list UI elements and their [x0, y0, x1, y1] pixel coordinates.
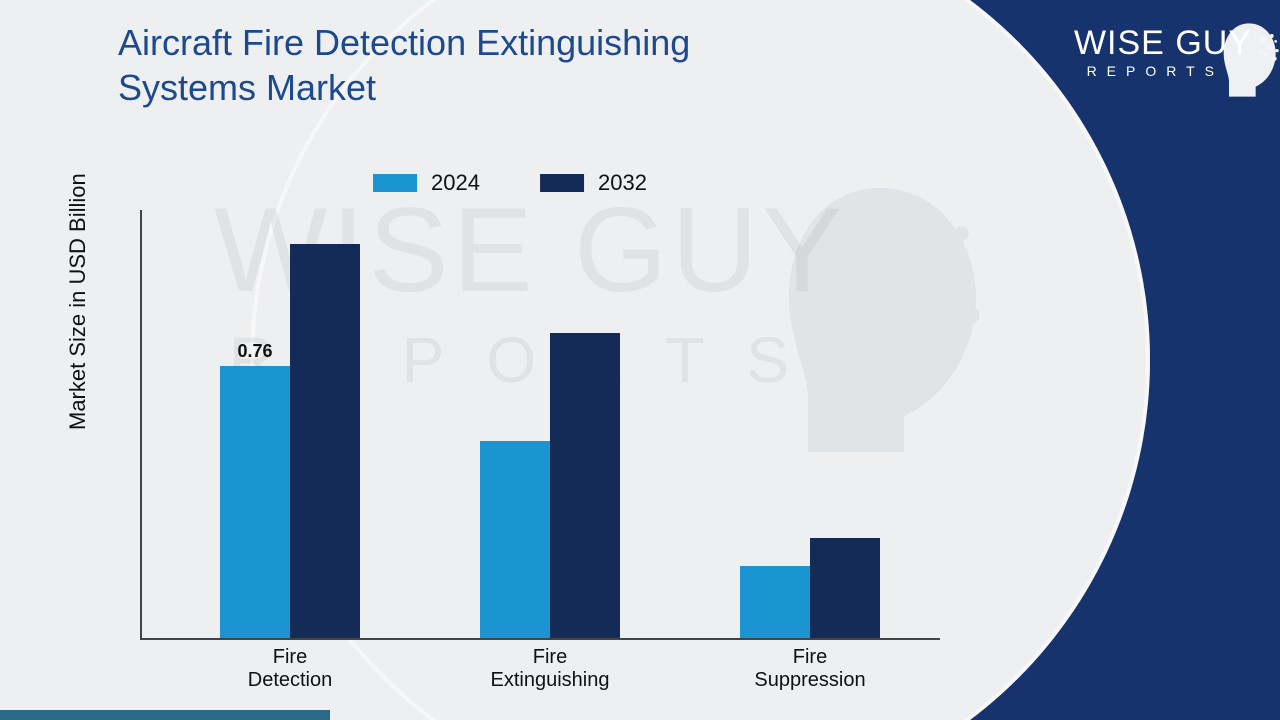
bar-value-label: 0.76: [220, 341, 290, 362]
legend-label-2024: 2024: [431, 170, 480, 196]
brand-word-1: WISE: [1074, 24, 1165, 62]
y-axis-label: Market Size in USD Billion: [65, 173, 91, 430]
legend-swatch-2032: [540, 174, 584, 192]
bar: [480, 441, 550, 638]
y-axis: [140, 210, 142, 640]
bar-group: Fire Suppression: [720, 210, 900, 640]
brand-head-icon: [1214, 20, 1280, 100]
bar-group: 0.76Fire Detection: [200, 210, 380, 640]
bar: [550, 333, 620, 638]
legend-item-2032: 2032: [540, 170, 647, 196]
bottom-accent-bar: [0, 710, 330, 720]
plot-area: 0.76Fire Detection Fire Extinguishing Fire…: [140, 210, 940, 640]
legend-swatch-2024: [373, 174, 417, 192]
category-label: Fire Detection: [248, 640, 333, 692]
bar-chart: 2024 2032 Market Size in USD Billion 0.7…: [60, 170, 960, 690]
report-canvas: WISE GUY REPORTS WISE GUY REPORTS Aircra…: [0, 0, 1280, 720]
bar: [810, 538, 880, 638]
chart-title: Aircraft Fire Detection Extinguishing Sy…: [118, 20, 818, 110]
legend-label-2032: 2032: [598, 170, 647, 196]
legend-item-2024: 2024: [373, 170, 480, 196]
category-label: Fire Suppression: [754, 640, 865, 692]
chart-legend: 2024 2032: [373, 170, 647, 196]
bar: [740, 566, 810, 638]
bar-group: Fire Extinguishing: [460, 210, 640, 640]
bar: [290, 244, 360, 638]
category-label: Fire Extinguishing: [491, 640, 610, 692]
bar: [220, 366, 290, 638]
